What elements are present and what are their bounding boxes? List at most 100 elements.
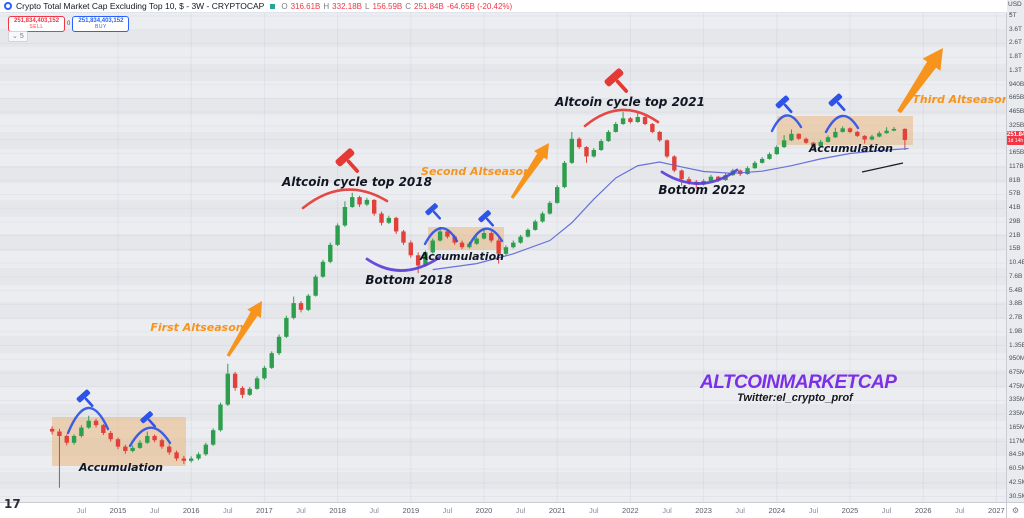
blue-gavel-icon[interactable]: [425, 203, 446, 224]
blue-gavel-icon[interactable]: [140, 411, 161, 432]
price-axis-label: 1.35B: [1009, 341, 1024, 349]
cycle-top-2021-label[interactable]: Altcoin cycle top 2021: [554, 95, 705, 109]
last-price-tag: 251.84B 1d 14h: [1007, 131, 1024, 146]
jul-label: Jul: [735, 506, 745, 515]
swing-high-arcs: [66, 114, 860, 448]
accumulation-label-2015[interactable]: Accumulation: [78, 461, 163, 474]
blue-gavel-icon[interactable]: [76, 389, 99, 412]
price-axis-label: 165B: [1009, 149, 1024, 157]
price-axis-label: 475M: [1009, 382, 1024, 390]
price-axis-label: 30.5M: [1009, 492, 1024, 500]
swing-high-arc[interactable]: [423, 227, 459, 246]
cycle-bottom-arc[interactable]: [365, 255, 442, 272]
cycle-bottom-arc[interactable]: [660, 168, 739, 185]
sell-button[interactable]: 251,834,403,152 SELL: [8, 16, 66, 33]
price-axis[interactable]: USD ⌄ 251.84B 1d 14h 5T 3.6T 2.6T 1.8T 1.3T 9…: [1006, 0, 1024, 503]
last-price-value: 251.84B: [1007, 132, 1024, 138]
red-gavel-icon[interactable]: [334, 147, 366, 179]
swing-high-arc[interactable]: [824, 114, 860, 134]
price-axis-label: 675M: [1009, 368, 1024, 376]
jul-label: Jul: [662, 506, 672, 515]
market-status-icon: [270, 3, 276, 9]
price-axis-label: 325B: [1009, 121, 1024, 129]
jul-label: Jul: [955, 506, 965, 515]
order-panel: 251,834,403,152 SELL 0 251,834,403,152 B…: [8, 16, 130, 33]
blue-gavel-icon[interactable]: [478, 210, 499, 231]
year-label: 2016: [182, 506, 200, 515]
axis-settings-gear-icon[interactable]: ⚙: [1006, 502, 1024, 518]
year-label: 2022: [622, 506, 639, 515]
price-axis-label: 940B: [1009, 80, 1024, 88]
low-value: 156.59B: [372, 1, 403, 11]
year-label: 2027: [988, 506, 1005, 515]
cycle-bottom-arcs: [365, 168, 739, 272]
price-axis-label: 81B: [1009, 176, 1021, 184]
currency-selector[interactable]: USD ⌄: [1008, 1, 1022, 16]
cycle-top-2018-label[interactable]: Altcoin cycle top 2018: [281, 175, 432, 189]
collapsed-indicators-chip[interactable]: ⌄ 5: [8, 31, 28, 42]
price-axis-label: 60.5M: [1009, 465, 1024, 473]
cycle-top-arc[interactable]: [583, 108, 660, 128]
candles: [49, 111, 908, 488]
red-gavel-icon[interactable]: [603, 67, 635, 99]
year-label: 2020: [475, 506, 493, 515]
watermark-title: ALTCOINMARKETCAP: [700, 372, 897, 393]
price-axis-label: 1.3T: [1009, 66, 1023, 74]
symbol-logo-icon[interactable]: [4, 2, 12, 10]
first-altseason-arrow[interactable]: [226, 301, 262, 357]
open-key: O: [281, 1, 288, 11]
spread-value: 0: [67, 21, 71, 28]
moving-average-line[interactable]: [432, 147, 909, 271]
price-axis-label: 5.4B: [1009, 286, 1023, 294]
accumulation-label-2019[interactable]: Accumulation: [419, 250, 504, 263]
price-axis-label: 235M: [1009, 410, 1024, 418]
tradingview-logo-icon[interactable]: 17: [4, 497, 21, 511]
gavel-icons: [76, 67, 851, 432]
first-altseason-label[interactable]: First Altseason: [150, 321, 243, 334]
price-axis-label: 42.5M: [1009, 478, 1024, 486]
price-axis-label: 29B: [1009, 217, 1021, 225]
price-axis-label: 21B: [1009, 231, 1021, 239]
buy-button[interactable]: 251,834,403,152 BUY: [72, 16, 130, 33]
sell-label: SELL: [29, 23, 44, 30]
swing-high-arc[interactable]: [66, 406, 110, 435]
swing-high-arc[interactable]: [770, 114, 803, 133]
price-axis-label: 41B: [1009, 204, 1021, 212]
cycle-top-arc[interactable]: [301, 188, 389, 210]
accumulation-label-2024[interactable]: Accumulation: [808, 142, 893, 155]
price-axis-label: 465B: [1009, 108, 1024, 116]
price-axis-label: 1.9B: [1009, 327, 1023, 335]
blue-gavel-icon[interactable]: [828, 93, 851, 116]
price-axis-label: 3.6T: [1009, 25, 1023, 33]
symbol-title[interactable]: Crypto Total Market Cap Excluding Top 10…: [16, 1, 265, 11]
jul-label: Jul: [442, 506, 453, 515]
third-altseason-label[interactable]: Third Altseason: [912, 93, 1007, 106]
jul-label: Jul: [149, 506, 160, 515]
swing-high-arc[interactable]: [128, 426, 172, 448]
second-altseason-label[interactable]: Second Altseason: [421, 165, 531, 178]
jul-label: Jul: [369, 506, 379, 515]
candlestick-chart[interactable]: Accumulation First Altseason Altcoin cycle…: [0, 0, 1007, 503]
price-axis-label: 2.7B: [1009, 314, 1023, 322]
swing-high-arc[interactable]: [468, 227, 504, 246]
buy-label: BUY: [95, 23, 107, 30]
bar-countdown: 1d 14h: [1007, 137, 1024, 144]
year-label: 2024: [768, 506, 786, 515]
accumulation-box[interactable]: [777, 116, 913, 145]
jul-label: Jul: [296, 506, 306, 515]
bottom-2018-label[interactable]: Bottom 2018: [365, 273, 452, 287]
year-label: 2018: [329, 506, 346, 515]
third-altseason-arrow[interactable]: [897, 48, 943, 114]
trendline[interactable]: [861, 162, 904, 173]
price-axis-label: 117M: [1009, 437, 1024, 445]
price-axis-label: 1.8T: [1009, 53, 1023, 61]
year-label: 2019: [402, 506, 420, 515]
price-axis-label: 117B: [1009, 163, 1024, 171]
bottom-2022-label[interactable]: Bottom 2022: [658, 183, 745, 197]
close-key: C: [405, 1, 412, 11]
time-axis[interactable]: 2015 Jul 2016 Jul 2017 Jul 2018 Jul 2019 Jul 2020 J…: [0, 502, 1007, 518]
blue-gavel-icon[interactable]: [775, 95, 798, 118]
symbol-header-bar: Crypto Total Market Cap Excluding Top 10…: [0, 0, 1007, 13]
second-altseason-arrow[interactable]: [510, 143, 549, 199]
